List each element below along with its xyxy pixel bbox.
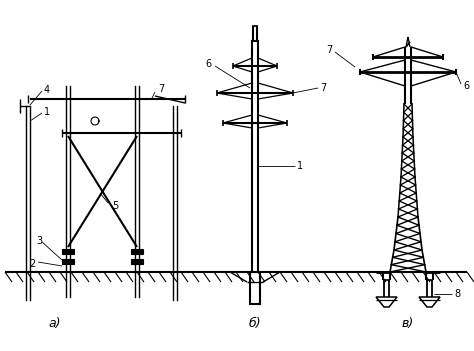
Text: 6: 6 (206, 59, 212, 69)
Bar (62, 259, 74, 264)
Text: 2: 2 (30, 259, 36, 269)
Bar (131, 249, 143, 254)
Bar (62, 249, 74, 254)
Text: а): а) (49, 317, 61, 330)
Text: 1: 1 (297, 161, 303, 171)
Bar (131, 259, 143, 264)
Text: 7: 7 (320, 83, 326, 93)
Text: б): б) (249, 317, 261, 330)
Text: 6: 6 (463, 81, 469, 91)
Text: 1: 1 (44, 107, 50, 117)
Text: 3: 3 (36, 236, 42, 246)
Text: 5: 5 (112, 201, 118, 211)
Text: 8: 8 (454, 289, 460, 299)
Text: 7: 7 (158, 84, 164, 94)
Text: в): в) (402, 317, 414, 330)
Text: 4: 4 (44, 85, 50, 95)
Text: 7: 7 (326, 45, 332, 55)
